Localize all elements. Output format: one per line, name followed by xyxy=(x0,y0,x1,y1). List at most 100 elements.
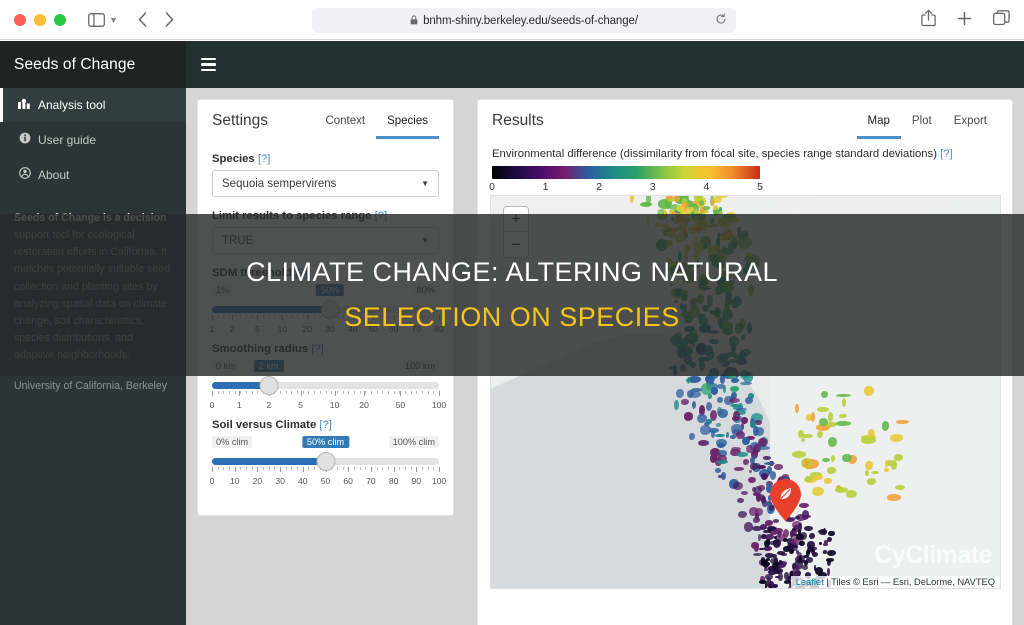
slider-tick-label: 5 xyxy=(298,400,303,410)
range-cell xyxy=(805,414,813,421)
range-cell xyxy=(768,526,779,535)
app-title: Seeds of Change xyxy=(14,55,136,73)
range-cell xyxy=(767,527,772,533)
range-cell xyxy=(797,430,804,438)
range-cell xyxy=(715,468,722,473)
range-cell xyxy=(709,409,718,421)
share-icon[interactable] xyxy=(921,9,936,27)
headline-line-2: SELECTION ON SPECIES xyxy=(344,302,680,332)
range-cell xyxy=(768,583,773,588)
leaflet-link[interactable]: Leaflet xyxy=(795,577,824,587)
range-cell xyxy=(885,460,894,467)
attribution-rest: | Tiles © Esri — Esri, DeLorme, NAVTEQ xyxy=(823,577,995,587)
range-cell xyxy=(709,447,720,457)
range-cell xyxy=(827,467,837,474)
range-cell xyxy=(890,434,903,442)
sidebar-item-about[interactable]: About xyxy=(0,157,186,192)
maximize-window-button[interactable] xyxy=(54,13,66,26)
range-cell xyxy=(842,453,852,462)
range-cell xyxy=(629,196,634,204)
slider-tick-label: 70 xyxy=(366,476,376,486)
sidebar-item-analysis-tool[interactable]: Analysis tool xyxy=(0,88,186,122)
range-cell xyxy=(788,586,793,588)
range-cell xyxy=(794,555,803,563)
slider-handle[interactable] xyxy=(316,452,335,471)
range-cell xyxy=(722,385,727,394)
species-select[interactable]: Sequoia sempervirens ▼ xyxy=(212,170,439,197)
address-bar[interactable]: bnhm-shiny.berkeley.edu/seeds-of-change/ xyxy=(312,8,736,33)
tab-plot[interactable]: Plot xyxy=(911,115,932,127)
range-cell xyxy=(796,513,806,521)
soil-climate-slider[interactable]: 0% clim 100% clim 50% clim 0 10 20 30 40 50 60… xyxy=(210,436,446,490)
slider-handle[interactable] xyxy=(259,376,279,395)
close-window-button[interactable] xyxy=(14,13,26,26)
range-cell xyxy=(811,546,816,552)
legend-help-icon[interactable]: [?] xyxy=(940,148,953,160)
reload-icon[interactable] xyxy=(715,13,727,28)
range-cell xyxy=(693,196,703,202)
range-cell xyxy=(775,533,786,542)
range-cell xyxy=(718,455,727,464)
range-cell xyxy=(797,529,801,537)
back-arrow-icon[interactable] xyxy=(138,12,147,27)
leaf-map-pin-icon[interactable] xyxy=(769,478,802,522)
sidebar-item-user-guide[interactable]: User guide xyxy=(0,122,186,157)
range-cell xyxy=(772,563,782,566)
range-cell xyxy=(801,433,813,438)
soil-climate-help-icon[interactable]: [?] xyxy=(319,419,332,431)
range-cell xyxy=(824,478,833,484)
range-cell xyxy=(703,421,711,426)
range-cell xyxy=(760,576,765,583)
range-cell xyxy=(737,510,748,519)
range-cell xyxy=(717,459,729,464)
range-cell xyxy=(813,546,818,551)
range-cell xyxy=(818,571,827,580)
range-cell xyxy=(741,436,751,446)
slider-value-bubble: 50% clim xyxy=(301,436,350,448)
range-cell xyxy=(827,567,830,576)
range-cell xyxy=(689,390,701,398)
tab-map[interactable]: Map xyxy=(856,100,901,139)
range-cell xyxy=(640,202,653,208)
browser-toolbar: ▼ bnhm-shiny.berkeley.edu/seeds-of-chang… xyxy=(0,0,1024,40)
range-cell xyxy=(792,524,802,532)
range-cell xyxy=(866,478,877,486)
forward-arrow-icon[interactable] xyxy=(165,12,174,27)
range-cell xyxy=(758,579,768,584)
hamburger-icon[interactable] xyxy=(201,57,216,72)
range-cell xyxy=(863,386,874,396)
species-label: Species [?] xyxy=(212,153,271,165)
range-cell xyxy=(734,467,745,471)
range-cell xyxy=(718,450,727,457)
range-cell xyxy=(778,573,783,582)
sidebar-item-label: User guide xyxy=(38,132,97,147)
chevron-down-icon[interactable]: ▼ xyxy=(109,14,118,25)
range-cell xyxy=(748,470,752,474)
range-cell xyxy=(745,397,753,405)
range-cell xyxy=(706,418,712,425)
range-cell xyxy=(764,546,772,551)
range-cell xyxy=(772,519,780,524)
range-cell xyxy=(706,402,713,412)
range-cell xyxy=(753,492,759,497)
results-header: Results Map Plot Export xyxy=(478,100,1012,139)
tab-context[interactable]: Context xyxy=(325,115,366,127)
species-help-icon[interactable]: [?] xyxy=(257,153,271,165)
range-cell xyxy=(756,494,766,501)
range-cell xyxy=(894,484,906,491)
range-cell xyxy=(764,534,774,541)
range-cell xyxy=(730,448,741,457)
colorbar-tick-label: 0 xyxy=(489,181,495,193)
plus-icon[interactable] xyxy=(957,11,972,26)
range-cell xyxy=(751,451,759,456)
tab-export[interactable]: Export xyxy=(953,115,987,127)
minimize-window-button[interactable] xyxy=(34,13,46,26)
tab-overview-icon[interactable] xyxy=(993,10,1010,26)
tab-species[interactable]: Species xyxy=(376,100,439,139)
slider-tick-label: 80 xyxy=(388,476,399,486)
sidebar-toggle-icon[interactable] xyxy=(88,12,105,27)
range-cell xyxy=(789,543,794,552)
range-cell xyxy=(768,568,777,575)
range-cell xyxy=(813,564,816,571)
